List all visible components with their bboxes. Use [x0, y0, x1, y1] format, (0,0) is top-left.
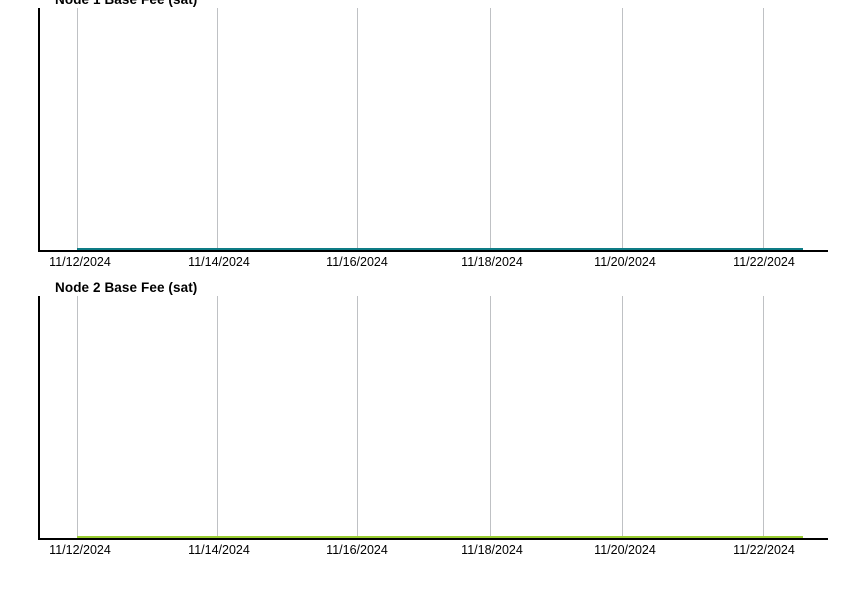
chart-panel-node2: Node 2 Base Fee (sat) 11/12/2024 11/14/2… [0, 280, 860, 570]
x-tick-labels-node1: 11/12/2024 11/14/2024 11/16/2024 11/18/2… [0, 254, 860, 272]
x-tick-label: 11/16/2024 [326, 255, 388, 269]
gridline-node2-1 [77, 296, 78, 540]
x-tick-label: 11/16/2024 [326, 543, 388, 557]
gridline-node1-3 [357, 8, 358, 252]
chart-panel-node1: Node 1 Base Fee (sat) 11/12/2024 11/14/2… [0, 0, 860, 280]
plot-area-node1 [0, 8, 860, 252]
gridline-node2-3 [357, 296, 358, 540]
x-tick-label: 11/22/2024 [733, 255, 795, 269]
x-tick-label: 11/20/2024 [594, 543, 656, 557]
chart-title-node1: Node 1 Base Fee (sat) [55, 0, 197, 7]
x-axis-node1 [38, 250, 828, 252]
x-tick-label: 11/12/2024 [49, 255, 111, 269]
x-tick-label: 11/14/2024 [188, 543, 250, 557]
x-tick-label: 11/22/2024 [733, 543, 795, 557]
gridline-node1-1 [77, 8, 78, 252]
x-tick-labels-node2: 11/12/2024 11/14/2024 11/16/2024 11/18/2… [0, 542, 860, 560]
x-tick-label: 11/18/2024 [461, 543, 523, 557]
gridline-node1-4 [490, 8, 491, 252]
gridline-node1-2 [217, 8, 218, 252]
gridline-node1-6 [763, 8, 764, 252]
gridline-node2-4 [490, 296, 491, 540]
series-line-node2 [77, 535, 803, 538]
chart-title-node2: Node 2 Base Fee (sat) [55, 280, 198, 295]
x-axis-node2 [38, 538, 828, 540]
series-line-node1 [77, 247, 803, 250]
x-tick-label: 11/20/2024 [594, 255, 656, 269]
plot-area-node2 [0, 296, 860, 540]
gridline-node2-6 [763, 296, 764, 540]
y-axis-node1 [38, 8, 40, 252]
x-tick-label: 11/12/2024 [49, 543, 111, 557]
y-axis-node2 [38, 296, 40, 540]
x-tick-label: 11/18/2024 [461, 255, 523, 269]
gridline-node2-2 [217, 296, 218, 540]
gridline-node1-5 [622, 8, 623, 252]
gridline-node2-5 [622, 296, 623, 540]
x-tick-label: 11/14/2024 [188, 255, 250, 269]
